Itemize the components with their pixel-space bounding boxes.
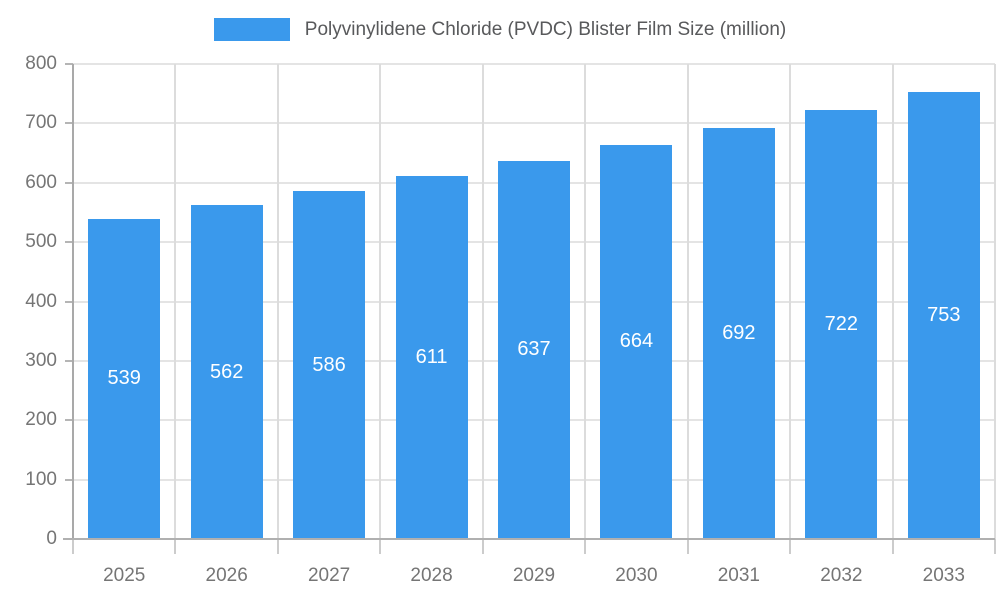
bar: 664 — [600, 144, 673, 539]
gridline-v — [481, 64, 484, 539]
bar-value-label: 692 — [722, 322, 756, 345]
x-axis-tick — [686, 539, 689, 554]
y-axis-tick — [65, 419, 73, 422]
x-tick-label: 2028 — [410, 565, 453, 586]
x-axis-line — [63, 538, 995, 540]
gridline-v — [584, 64, 587, 539]
y-axis-tick — [65, 359, 73, 362]
x-tick-label: 2033 — [922, 565, 965, 586]
x-tick-label: 2030 — [615, 565, 658, 586]
y-axis-tick — [65, 478, 73, 481]
bar-value-label: 539 — [107, 367, 141, 390]
x-axis-tick — [379, 539, 382, 554]
x-tick-label: 2032 — [820, 565, 863, 586]
bar: 692 — [702, 128, 775, 539]
x-axis-tick — [994, 539, 996, 554]
bar: 722 — [805, 110, 878, 539]
y-tick-label: 800 — [25, 53, 57, 74]
x-axis-tick — [584, 539, 587, 554]
bar-value-label: 753 — [927, 303, 961, 326]
gridline-v — [891, 64, 894, 539]
bar: 562 — [190, 205, 263, 539]
x-axis-tick — [481, 539, 484, 554]
x-tick-label: 2025 — [103, 565, 146, 586]
gridline-v — [276, 64, 279, 539]
x-axis-tick — [891, 539, 894, 554]
bar-value-label: 664 — [619, 330, 654, 353]
bar-value-label: 722 — [824, 313, 859, 336]
x-axis-tick — [276, 539, 279, 554]
y-axis-tick — [65, 241, 73, 244]
bar-value-label: 562 — [209, 360, 244, 383]
gridline-v — [994, 64, 996, 539]
y-tick-label: 0 — [46, 528, 57, 549]
gridline-v — [789, 64, 792, 539]
x-axis-tick — [174, 539, 177, 554]
gridline-v — [379, 64, 382, 539]
gridline-v — [174, 64, 177, 539]
x-tick-label: 2031 — [717, 565, 761, 586]
y-tick-label: 700 — [25, 112, 57, 134]
bar-value-label: 586 — [312, 353, 346, 376]
y-tick-label: 400 — [25, 290, 57, 312]
y-tick-label: 100 — [25, 468, 57, 490]
bar: 586 — [293, 191, 366, 539]
y-tick-label: 600 — [25, 171, 57, 193]
bar: 539 — [88, 218, 161, 539]
x-axis-tick — [72, 539, 74, 554]
bar-value-label: 611 — [415, 346, 448, 369]
gridline-v — [686, 64, 689, 539]
x-tick-label: 2026 — [205, 565, 248, 586]
bar-value-label: 637 — [517, 338, 551, 361]
y-axis-tick — [65, 300, 73, 303]
y-axis-tick — [65, 63, 73, 65]
y-axis-line — [72, 64, 74, 539]
x-axis-tick — [789, 539, 792, 554]
bar: 753 — [907, 91, 980, 539]
x-tick-label: 2029 — [512, 565, 556, 586]
y-tick-label: 500 — [25, 231, 57, 253]
gridline-h — [73, 63, 995, 65]
y-axis-tick — [65, 181, 73, 184]
legend-label: Polyvinylidene Chloride (PVDC) Blister F… — [304, 18, 787, 40]
bar: 611 — [395, 176, 468, 539]
bar: 637 — [498, 160, 570, 539]
x-tick-label: 2027 — [307, 565, 351, 586]
y-axis-tick — [65, 122, 73, 125]
legend-swatch — [213, 18, 290, 41]
y-tick-label: 200 — [25, 409, 57, 431]
y-tick-label: 300 — [25, 349, 57, 371]
gridline-h — [73, 122, 995, 125]
legend[interactable]: Polyvinylidene Chloride (PVDC) Blister F… — [0, 18, 1000, 41]
